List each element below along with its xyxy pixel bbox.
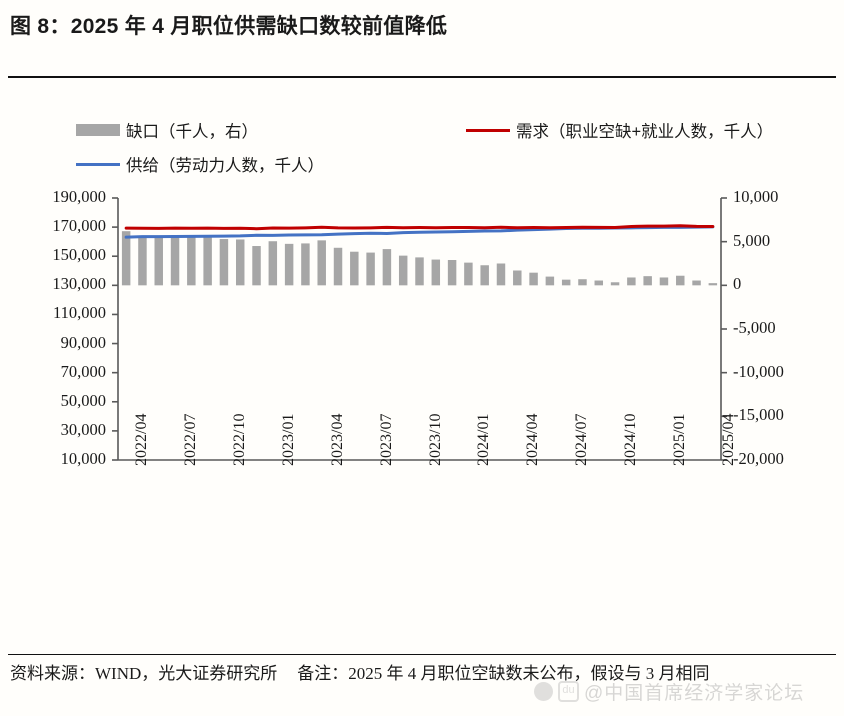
left-axis-tick-190000: 190,000 — [52, 187, 106, 206]
gap-bar — [366, 252, 375, 286]
header-divider — [8, 76, 836, 78]
gap-bar — [301, 243, 310, 286]
gap-bar — [708, 283, 718, 286]
figure-title: 图 8：2025 年 4 月职位供需缺口数较前值降低 — [10, 15, 448, 38]
x-axis-tick-2023-04: 2023/04 — [328, 413, 346, 466]
gap-bar — [447, 260, 457, 286]
right-axis-tick-0: 0 — [733, 274, 742, 294]
gap-bar — [480, 265, 489, 286]
gap-bar — [333, 247, 343, 286]
gap-bar — [317, 240, 326, 286]
gap-bar — [692, 280, 701, 286]
left-axis-tick-130000: 130,000 — [52, 274, 106, 294]
left-axis-tick-10000: 10,000 — [60, 449, 106, 468]
x-axis-tick-2024-04: 2024/04 — [524, 413, 542, 466]
demand-line — [124, 224, 715, 231]
right-axis-tick--5000: -5,000 — [733, 318, 776, 337]
gap-bar — [203, 236, 212, 286]
right-axis-tick-10000: 10,000 — [733, 187, 779, 206]
legend-label-demand: 需求（职业空缺+就业人数，千人） — [516, 123, 774, 141]
gap-bar — [121, 231, 131, 286]
left-axis-tick-170000: 170,000 — [52, 216, 106, 236]
source-label: 资料来源：WIND，光大证券研究所 — [10, 664, 278, 683]
blue-line-swatch-icon — [76, 162, 120, 166]
gap-bar — [252, 246, 261, 286]
gap-bar — [235, 239, 245, 286]
figure-footer: 资料来源：WIND，光大证券研究所 备注：2025 年 4 月职位空缺数未公布，假… — [10, 660, 830, 687]
legend-label-gap: 缺口（千人，右） — [126, 123, 258, 141]
gap-bar — [284, 243, 294, 286]
left-axis-tick-150000: 150,000 — [52, 245, 106, 265]
gap-bar — [643, 276, 652, 286]
gap-bar — [545, 276, 555, 286]
left-axis-tick-70000: 70,000 — [60, 361, 106, 381]
left-axis-tick-30000: 30,000 — [60, 419, 106, 439]
x-axis-tick-2022-07: 2022/07 — [182, 413, 200, 466]
left-axis-tick-110000: 110,000 — [52, 303, 106, 323]
gap-bar — [496, 263, 506, 286]
gap-bar — [170, 235, 180, 286]
gap-bar — [187, 236, 196, 286]
gap-bar — [398, 255, 408, 286]
gap-bar — [219, 239, 229, 286]
gap-bar — [529, 272, 538, 286]
gap-bar — [350, 251, 359, 286]
gap-bar — [676, 275, 685, 286]
legend-item-gap: 缺口（千人，右） — [76, 118, 258, 142]
right-axis-tick--20000: -20,000 — [733, 449, 784, 468]
x-axis-tick-2025-01: 2025/01 — [670, 413, 688, 466]
legend-label-supply: 供给（劳动力人数，千人） — [126, 157, 324, 175]
x-axis-tick-2024-07: 2024/07 — [573, 413, 591, 466]
bar-swatch-icon — [76, 124, 120, 136]
gap-bar — [154, 235, 163, 286]
footer-divider — [8, 654, 836, 655]
legend-item-demand: 需求（职业空缺+就业人数，千人） — [466, 118, 773, 142]
gap-bar — [138, 235, 147, 286]
x-axis-tick-2022-10: 2022/10 — [230, 413, 248, 466]
gap-bar — [464, 262, 473, 286]
x-axis-tick-2022-04: 2022/04 — [133, 413, 151, 466]
left-axis-tick-90000: 90,000 — [60, 332, 106, 352]
x-axis-tick-2025-04: 2025/04 — [719, 413, 737, 466]
x-axis-tick-2023-10: 2023/10 — [426, 413, 444, 466]
x-axis-tick-2023-01: 2023/01 — [279, 413, 297, 466]
note-label: 备注：2025 年 4 月职位空缺数未公布，假设与 3 月相同 — [297, 664, 710, 683]
gap-bar — [594, 280, 604, 286]
x-axis-tick-2023-07: 2023/07 — [377, 413, 395, 466]
left-axis-tick-50000: 50,000 — [60, 390, 106, 410]
x-axis-tick-2024-01: 2024/01 — [475, 413, 493, 466]
legend-item-supply: 供给（劳动力人数，千人） — [76, 152, 324, 176]
x-axis-tick-2024-10: 2024/10 — [622, 413, 640, 466]
gap-bar — [382, 249, 392, 286]
gap-bar — [578, 279, 587, 286]
gap-bar — [415, 257, 424, 286]
gap-bar — [659, 277, 669, 286]
gap-bar — [513, 270, 522, 286]
gap-bar — [627, 277, 636, 286]
gap-bar — [268, 241, 278, 286]
chart-legend: 缺口（千人，右） 需求（职业空缺+就业人数，千人） 供给（劳动力人数，千人） — [0, 118, 844, 182]
gap-bar — [431, 259, 441, 286]
red-line-swatch-icon — [466, 128, 510, 132]
right-axis-tick--15000: -15,000 — [733, 405, 784, 425]
gap-bar — [610, 282, 620, 286]
gap-bar — [561, 279, 571, 286]
right-axis-tick-5000: 5,000 — [733, 230, 771, 250]
right-axis-tick--10000: -10,000 — [733, 361, 784, 381]
